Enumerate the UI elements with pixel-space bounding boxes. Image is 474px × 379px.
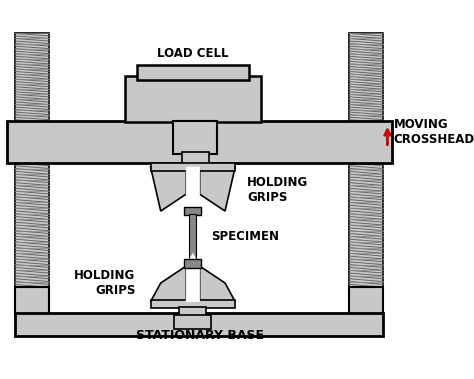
- Bar: [349, 287, 383, 314]
- Bar: [179, 307, 206, 317]
- Polygon shape: [151, 167, 186, 211]
- Text: HOLDING
GRIPS: HOLDING GRIPS: [74, 269, 136, 297]
- Text: LOAD CELL: LOAD CELL: [157, 47, 228, 61]
- Polygon shape: [200, 266, 235, 302]
- Text: MOVING
CROSSHEAD: MOVING CROSSHEAD: [393, 118, 474, 146]
- Bar: [7, 121, 392, 163]
- Text: HOLDING
GRIPS: HOLDING GRIPS: [247, 176, 308, 204]
- Text: STATIONARY BASE: STATIONARY BASE: [137, 329, 264, 342]
- Bar: [151, 163, 235, 171]
- Bar: [190, 214, 196, 266]
- Bar: [15, 313, 383, 336]
- Bar: [174, 315, 211, 329]
- Polygon shape: [151, 266, 186, 302]
- Bar: [349, 33, 383, 125]
- Bar: [15, 33, 49, 125]
- Bar: [184, 259, 201, 268]
- Bar: [184, 207, 201, 215]
- Bar: [151, 300, 235, 309]
- Bar: [15, 287, 49, 314]
- Text: SPECIMEN: SPECIMEN: [211, 230, 280, 243]
- Bar: [182, 152, 209, 167]
- Polygon shape: [186, 167, 200, 207]
- Bar: [125, 76, 261, 122]
- Bar: [137, 65, 249, 80]
- Polygon shape: [186, 254, 200, 302]
- Bar: [349, 163, 383, 287]
- Polygon shape: [200, 167, 235, 211]
- Bar: [173, 121, 218, 154]
- Bar: [15, 163, 49, 287]
